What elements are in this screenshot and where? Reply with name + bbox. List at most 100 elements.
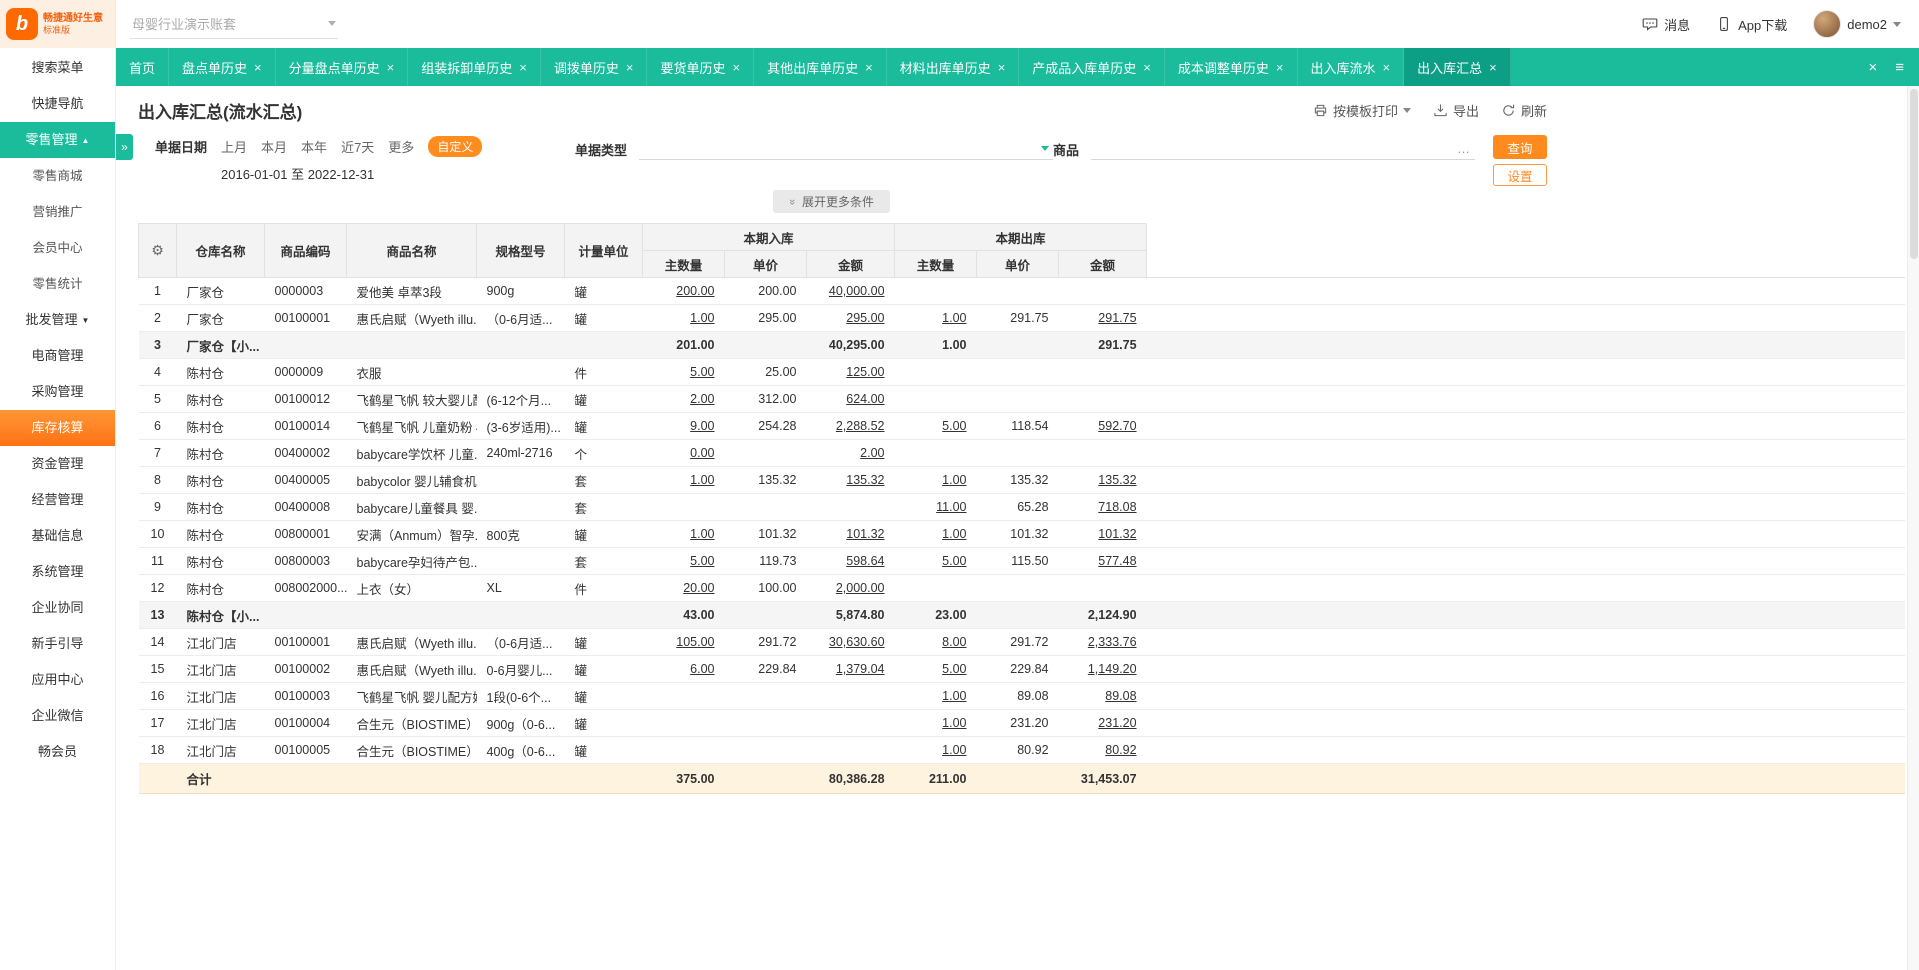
cell-out-amount[interactable]: 291.75 <box>1058 304 1147 332</box>
cell-in-amount[interactable]: 2.00 <box>806 439 895 467</box>
cell-out-amount[interactable]: 1,149.20 <box>1058 655 1147 683</box>
sidebar-item-批发管理[interactable]: 批发管理 ▼ <box>25 312 90 327</box>
sidebar-item-畅会员[interactable]: 畅会员 <box>37 744 77 759</box>
sidebar-item-基础信息[interactable]: 基础信息 <box>31 528 84 543</box>
tab-close-icon[interactable]: × <box>254 59 262 75</box>
sidebar-item-资金管理[interactable]: 资金管理 <box>31 456 84 471</box>
cell-in-qty[interactable]: 1.00 <box>642 304 725 332</box>
sidebar-item-经营管理[interactable]: 经营管理 <box>31 492 84 507</box>
cell-in-qty[interactable]: 20.00 <box>642 574 725 602</box>
account-select[interactable]: 母婴行业演示账套 <box>130 9 338 39</box>
cell-out-amount[interactable]: 592.70 <box>1058 412 1147 440</box>
tab-分量盘点单历史[interactable]: 分量盘点单历史 × <box>276 48 409 86</box>
cell-out-qty[interactable]: 5.00 <box>894 412 977 440</box>
cell-in-amount[interactable]: 1,379.04 <box>806 655 895 683</box>
cell-out-qty[interactable]: 1.00 <box>894 520 977 548</box>
sidebar-item-搜索菜单[interactable]: 搜索菜单 <box>31 60 84 75</box>
cell-out-qty[interactable]: 1.00 <box>894 304 977 332</box>
sidebar-item-系统管理[interactable]: 系统管理 <box>31 564 84 579</box>
close-all-tabs-icon[interactable]: × <box>1868 58 1878 76</box>
tab-close-icon[interactable]: × <box>1489 59 1497 75</box>
cell-out-qty[interactable]: 1.00 <box>894 736 977 764</box>
tab-出入库流水[interactable]: 出入库流水 × <box>1298 48 1405 86</box>
custom-date-button[interactable]: 自定义 <box>428 136 483 157</box>
tab-成本调整单历史[interactable]: 成本调整单历史 × <box>1165 48 1298 86</box>
cell-out-amount[interactable]: 2,333.76 <box>1058 628 1147 656</box>
cell-out-amount[interactable]: 135.32 <box>1058 466 1147 494</box>
date-quick-本月[interactable]: 本月 <box>261 140 288 155</box>
refresh-button[interactable]: 刷新 <box>1501 101 1547 120</box>
cell-out-qty[interactable]: 8.00 <box>894 628 977 656</box>
cell-in-qty[interactable]: 0.00 <box>642 439 725 467</box>
sidebar-item-零售管理[interactable]: 零售管理 ▲ <box>0 122 115 158</box>
cell-out-amount[interactable]: 89.08 <box>1058 682 1147 710</box>
tab-其他出库单历史[interactable]: 其他出库单历史 × <box>754 48 887 86</box>
settings-button[interactable]: 设置 <box>1493 164 1547 186</box>
cell-out-amount[interactable]: 101.32 <box>1058 520 1147 548</box>
doc-type-select[interactable] <box>639 138 1053 160</box>
scrollbar-thumb[interactable] <box>1910 89 1918 259</box>
tab-close-icon[interactable]: × <box>732 59 741 75</box>
export-button[interactable]: 导出 <box>1433 101 1479 120</box>
tab-close-icon[interactable]: × <box>625 59 634 75</box>
cell-in-amount[interactable]: 624.00 <box>806 385 895 413</box>
cell-in-amount[interactable]: 125.00 <box>806 358 895 386</box>
tab-close-icon[interactable]: × <box>865 59 873 75</box>
vertical-scrollbar[interactable] <box>1907 86 1919 970</box>
filter-collapse-button[interactable]: » <box>116 134 133 160</box>
cell-out-qty[interactable]: 1.00 <box>894 466 977 494</box>
cell-out-amount[interactable]: 718.08 <box>1058 493 1147 521</box>
cell-out-amount[interactable]: 231.20 <box>1058 709 1147 737</box>
tab-产成品入库单历史[interactable]: 产成品入库单历史 × <box>1019 48 1165 86</box>
app-download-button[interactable]: App下载 <box>1716 15 1787 34</box>
sidebar-item-会员中心[interactable]: 会员中心 <box>32 241 83 255</box>
cell-in-qty[interactable]: 2.00 <box>642 385 725 413</box>
tab-材料出库单历史[interactable]: 材料出库单历史 × <box>887 48 1020 86</box>
cell-in-amount[interactable]: 40,000.00 <box>806 277 895 305</box>
cell-in-amount[interactable]: 101.32 <box>806 520 895 548</box>
sidebar-item-快捷导航[interactable]: 快捷导航 <box>31 96 84 111</box>
expand-more-button[interactable]: » 展开更多条件 <box>772 190 891 213</box>
date-range-value[interactable]: 2016-01-01 至 2022-12-31 <box>221 167 375 182</box>
cell-in-amount[interactable]: 598.64 <box>806 547 895 575</box>
tab-menu-icon[interactable]: ≡ <box>1895 58 1904 76</box>
sidebar-item-应用中心[interactable]: 应用中心 <box>31 672 84 687</box>
cell-in-qty[interactable]: 105.00 <box>642 628 725 656</box>
cell-out-qty[interactable]: 1.00 <box>894 682 977 710</box>
tab-出入库汇总[interactable]: 出入库汇总 × <box>1404 48 1511 86</box>
tab-要货单历史[interactable]: 要货单历史 × <box>647 48 755 86</box>
date-quick-上月[interactable]: 上月 <box>221 140 248 155</box>
tab-close-icon[interactable]: × <box>1382 59 1391 75</box>
user-menu[interactable]: demo2 <box>1813 10 1901 38</box>
sidebar-item-库存核算[interactable]: 库存核算 <box>0 410 115 446</box>
cell-in-qty[interactable]: 9.00 <box>642 412 725 440</box>
query-button[interactable]: 查询 <box>1493 135 1547 159</box>
cell-in-amount[interactable]: 2,000.00 <box>806 574 895 602</box>
cell-in-qty[interactable]: 200.00 <box>642 277 725 305</box>
cell-in-qty[interactable]: 5.00 <box>642 358 725 386</box>
cell-out-qty[interactable]: 11.00 <box>894 493 977 521</box>
print-by-template-button[interactable]: 按模板打印 <box>1313 101 1411 120</box>
sidebar-item-新手引导[interactable]: 新手引导 <box>31 636 84 651</box>
tab-close-icon[interactable]: × <box>1275 59 1284 75</box>
tab-close-icon[interactable]: × <box>997 59 1006 75</box>
sidebar-item-采购管理[interactable]: 采购管理 <box>31 384 84 399</box>
tab-首页[interactable]: 首页 <box>116 48 170 86</box>
cell-out-amount[interactable]: 577.48 <box>1058 547 1147 575</box>
tab-盘点单历史[interactable]: 盘点单历史 × <box>169 48 276 86</box>
date-quick-更多[interactable]: 更多 <box>388 140 415 155</box>
date-quick-本年[interactable]: 本年 <box>301 140 328 155</box>
cell-out-amount[interactable]: 80.92 <box>1058 736 1147 764</box>
cell-in-amount[interactable]: 2,288.52 <box>806 412 895 440</box>
sidebar-item-企业微信[interactable]: 企业微信 <box>31 708 84 723</box>
tab-close-icon[interactable]: × <box>519 59 527 75</box>
sidebar-item-零售统计[interactable]: 零售统计 <box>32 277 83 291</box>
cell-out-qty[interactable]: 5.00 <box>894 547 977 575</box>
sidebar-item-企业协同[interactable]: 企业协同 <box>31 600 84 615</box>
cell-in-qty[interactable]: 1.00 <box>642 466 725 494</box>
tab-调拨单历史[interactable]: 调拨单历史 × <box>541 48 648 86</box>
sidebar-item-电商管理[interactable]: 电商管理 <box>31 348 84 363</box>
cell-in-amount[interactable]: 30,630.60 <box>806 628 895 656</box>
product-input[interactable]: … <box>1091 138 1475 160</box>
cell-in-amount[interactable]: 295.00 <box>806 304 895 332</box>
